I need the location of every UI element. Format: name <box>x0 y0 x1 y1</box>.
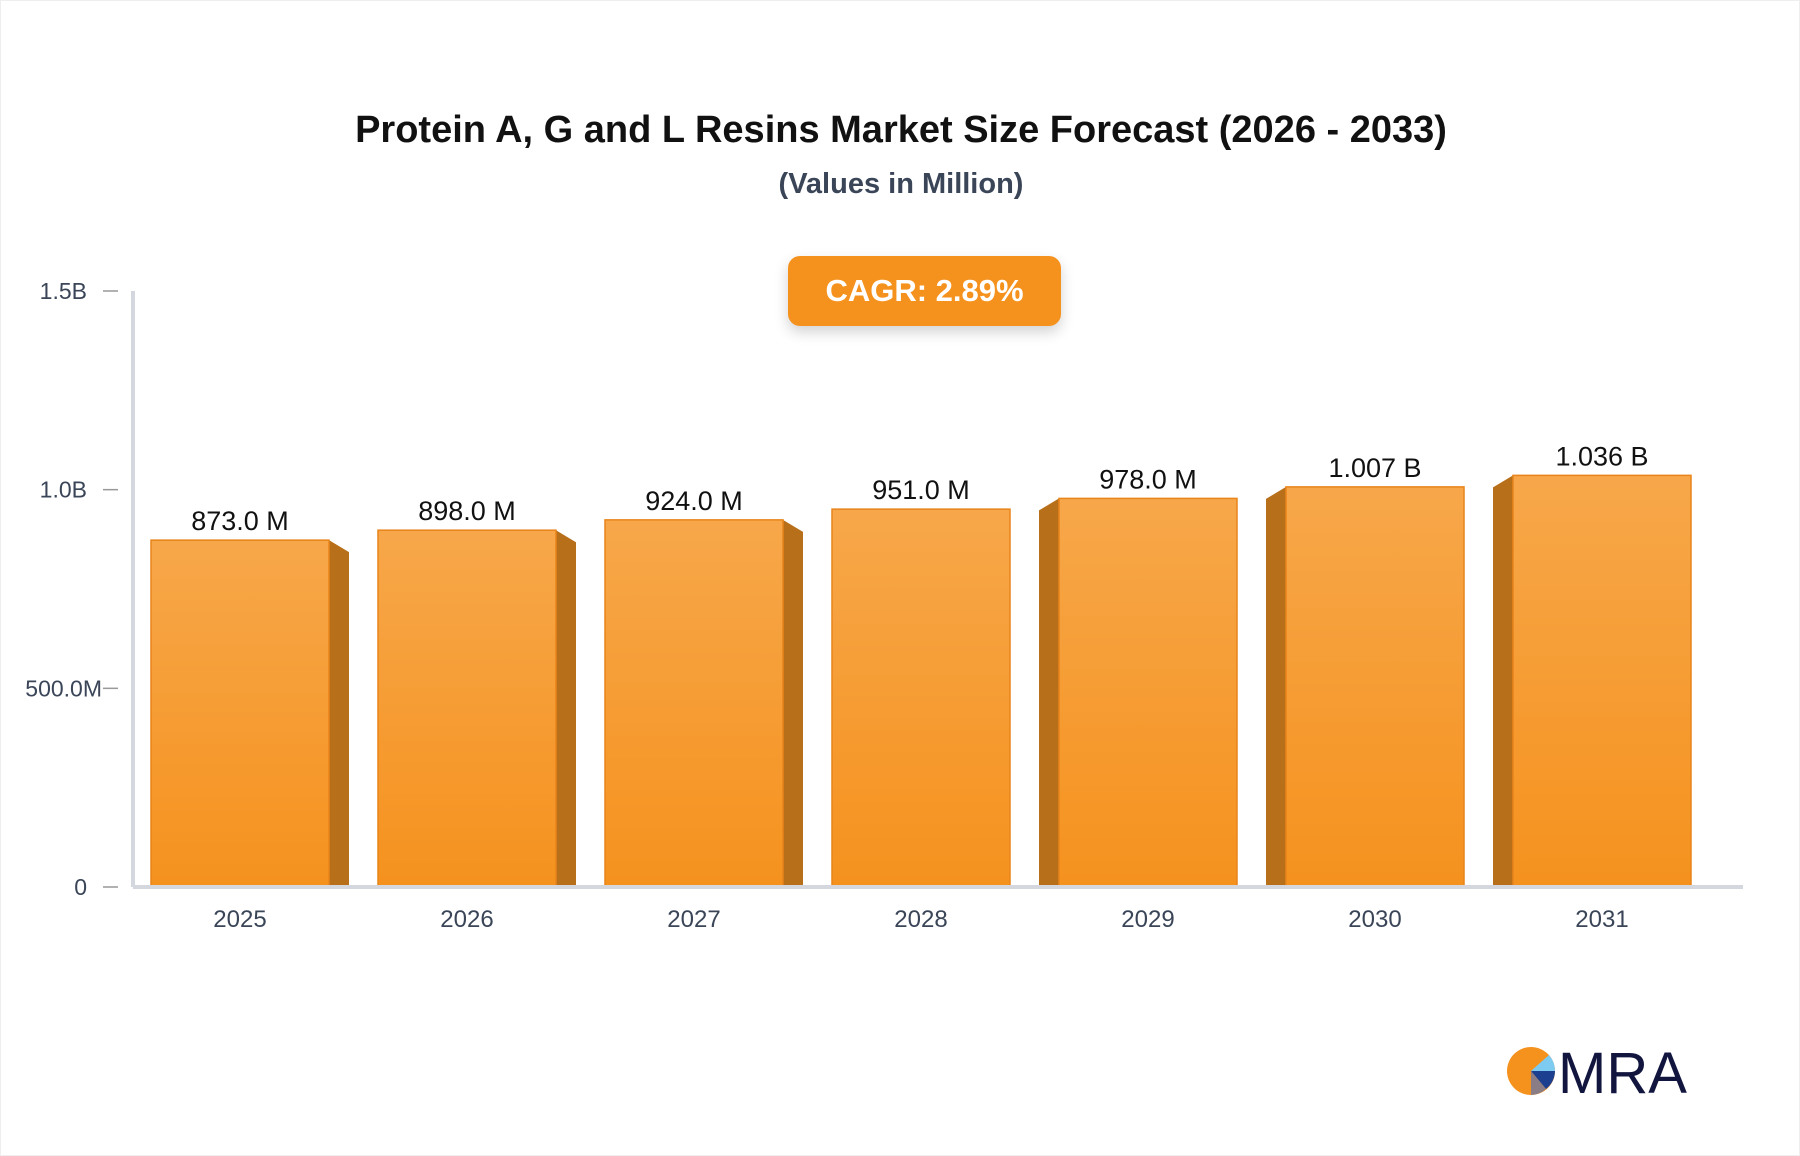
bar-side <box>1493 475 1513 886</box>
x-tick-label: 2028 <box>894 906 947 933</box>
chart-subtitle: (Values in Million) <box>778 168 1024 200</box>
data-label: 873.0 M <box>191 506 289 536</box>
bar-group: 978.0 M 2029 <box>1039 464 1238 933</box>
bar-side <box>1266 486 1286 886</box>
x-tick-label: 2029 <box>1121 906 1174 933</box>
bar <box>604 519 784 887</box>
x-tick-label: 2026 <box>440 906 493 933</box>
bar <box>831 508 1011 887</box>
bar-group: 873.0 M 2025 <box>150 506 349 933</box>
data-label: 1.007 B <box>1328 453 1421 483</box>
data-label: 1.036 B <box>1555 441 1648 471</box>
bar-side <box>556 530 576 886</box>
bar-group: 924.0 M 2027 <box>604 486 803 933</box>
data-label: 924.0 M <box>645 486 743 516</box>
x-tick-label: 2025 <box>213 906 266 933</box>
bar <box>377 529 557 887</box>
x-tick-label: 2031 <box>1575 906 1628 933</box>
bar <box>150 539 330 887</box>
y-tick-label: 1.5B <box>40 278 87 304</box>
y-tick-label: 1.0B <box>40 477 87 503</box>
x-tick-label: 2030 <box>1348 906 1401 933</box>
logo-text: MRA <box>1558 1041 1687 1101</box>
bar <box>1285 486 1465 887</box>
data-label: 951.0 M <box>872 475 970 505</box>
chart-title: Protein A, G and L Resins Market Size Fo… <box>355 109 1447 151</box>
y-tick-label: 0 <box>74 874 87 900</box>
bar-group: 1.007 B 2030 <box>1266 453 1465 933</box>
data-label: 978.0 M <box>1099 464 1197 494</box>
bar <box>1058 497 1238 887</box>
bar-group: 951.0 M 2028 <box>831 475 1011 933</box>
data-label: 898.0 M <box>418 496 516 526</box>
bar-group: 1.036 B 2031 <box>1493 441 1692 933</box>
bar <box>1512 474 1692 887</box>
cagr-badge: CAGR: 2.89% <box>788 256 1061 326</box>
y-tick-label: 500.0M <box>25 675 102 701</box>
bar-side <box>1039 498 1059 886</box>
mra-logo: MRA <box>1507 1041 1687 1101</box>
x-tick-label: 2027 <box>667 906 720 933</box>
bar-group: 898.0 M 2026 <box>377 496 576 933</box>
bar-side <box>783 519 803 886</box>
bar-side <box>329 540 349 886</box>
